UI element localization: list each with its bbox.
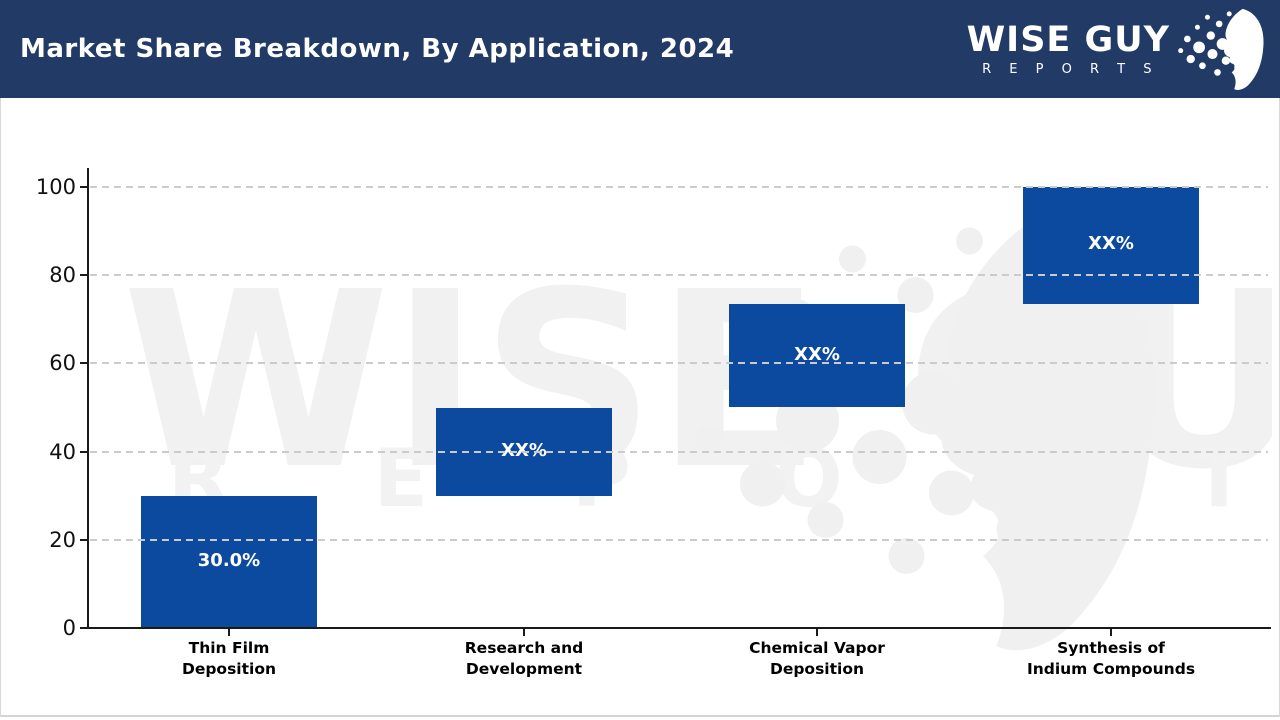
bar-segment xyxy=(1023,187,1199,304)
logo-subtitle: R E P O R T S xyxy=(982,61,1159,77)
gridline-40 xyxy=(90,450,1268,453)
y-tick-label-60: 60 xyxy=(49,351,76,376)
logo-name: WISE GUY xyxy=(966,19,1170,60)
gridline-100 xyxy=(90,186,1268,188)
bar-value-label: XX% xyxy=(501,439,547,461)
gridline-80 xyxy=(90,274,1268,277)
y-tick-mark-0 xyxy=(80,627,87,629)
category-label-line: Indium Compounds xyxy=(1026,660,1196,678)
bar-segment xyxy=(141,495,317,628)
category-label: Chemical Vapor Deposition xyxy=(667,638,967,680)
bar-value-label: XX% xyxy=(1088,233,1134,255)
x-tick-mark-1 xyxy=(523,629,525,636)
y-tick-mark-20 xyxy=(80,538,87,541)
category-label-line: Thin Film xyxy=(188,639,270,657)
y-tick-label-100: 100 xyxy=(35,175,76,199)
y-tick-mark-60 xyxy=(80,362,87,365)
bar-value-label: 30.0% xyxy=(197,549,261,571)
bar-segment xyxy=(729,303,905,408)
logo-text: WISE GUY R E P O R T S xyxy=(966,19,1170,77)
chart-title: Market Share Breakdown, By Application, … xyxy=(20,34,735,64)
category-label-line: Research and xyxy=(464,639,584,657)
x-tick-mark-0 xyxy=(228,629,230,636)
face-dots-icon xyxy=(1178,8,1264,90)
y-tick-mark-100 xyxy=(80,186,87,188)
category-label-line: Deposition xyxy=(769,660,865,678)
y-tick-label-40: 40 xyxy=(49,439,76,464)
y-tick-label-20: 20 xyxy=(49,527,76,552)
bar-value-label: XX% xyxy=(794,343,840,365)
category-label: Synthesis of Indium Compounds xyxy=(961,638,1261,680)
category-label: Thin Film Deposition xyxy=(79,638,379,680)
y-tick-mark-80 xyxy=(80,274,87,277)
gridline-20 xyxy=(90,538,1268,541)
category-label-line: Development xyxy=(465,660,583,678)
y-tick-mark-40 xyxy=(80,450,87,453)
category-label-line: Chemical Vapor xyxy=(749,639,885,657)
category-label-line: Synthesis of xyxy=(1057,639,1165,657)
gridline-60 xyxy=(90,362,1268,365)
y-axis-line xyxy=(87,168,89,629)
x-tick-mark-2 xyxy=(816,629,818,636)
header-band: Market Share Breakdown, By Application, … xyxy=(0,0,1280,98)
category-label-line: Deposition xyxy=(181,660,277,678)
x-tick-mark-3 xyxy=(1110,629,1112,636)
y-tick-label-80: 80 xyxy=(49,263,76,288)
category-label: Research and Development xyxy=(374,638,674,680)
x-axis-line xyxy=(87,627,1271,629)
wise-guy-reports-logo: WISE GUY R E P O R T S xyxy=(967,6,1266,92)
y-tick-label-0: 0 xyxy=(62,616,76,640)
